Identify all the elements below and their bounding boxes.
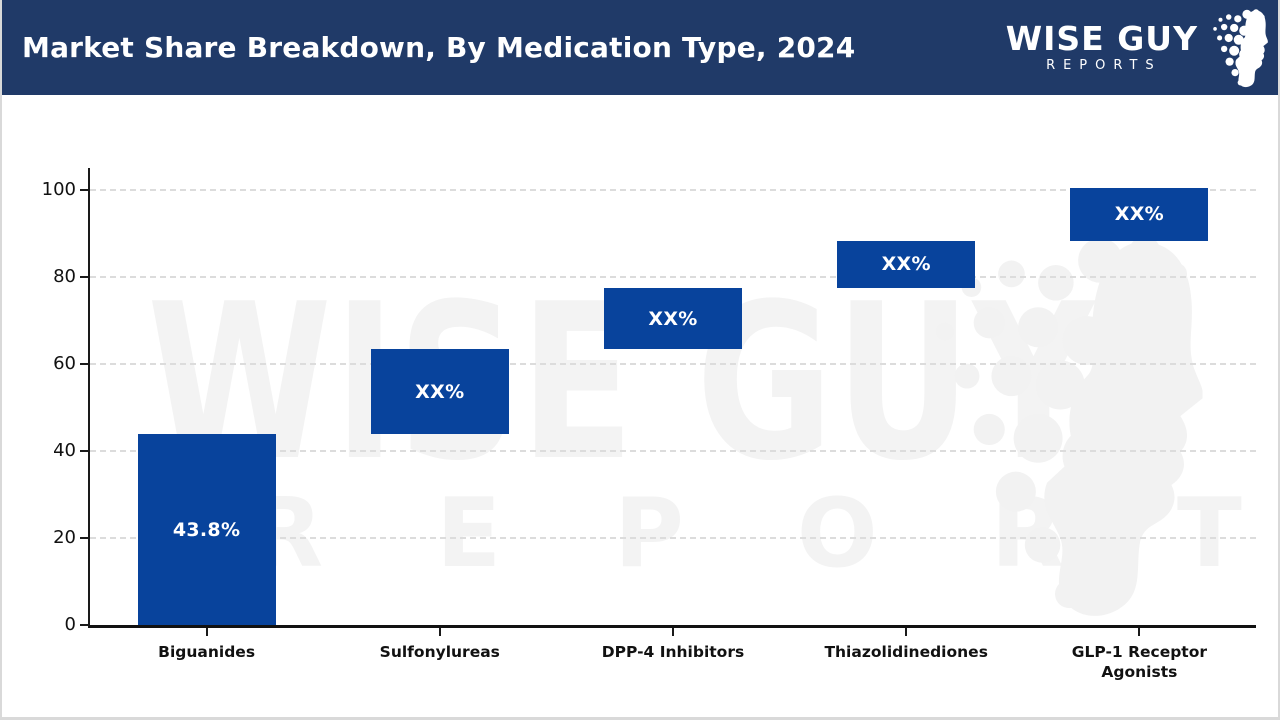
plot-area: 0 20 40 60 80 100 43.8% XX% XX% XX% XX% Biguanides S… bbox=[42, 168, 1256, 681]
bar-dpp-4-inhibitors: XX% bbox=[604, 287, 742, 350]
x-axis-tick bbox=[1138, 628, 1141, 636]
bar-thiazolidinediones: XX% bbox=[837, 240, 976, 288]
bar-value-label: XX% bbox=[881, 253, 931, 276]
gridline-y60 bbox=[90, 363, 1256, 365]
bar-biguanides: 43.8% bbox=[137, 434, 276, 625]
y-axis-tick-label: 80 bbox=[53, 266, 76, 287]
x-axis-category-label: Sulfonylureas bbox=[379, 643, 500, 661]
y-axis-tick bbox=[80, 537, 88, 539]
x-axis-tick bbox=[672, 628, 674, 636]
y-axis-tick-label: 20 bbox=[53, 527, 76, 548]
x-axis-category-label: Thiazolidinediones bbox=[824, 643, 988, 661]
x-axis-category-label: GLP-1 Receptor Agonists bbox=[1071, 643, 1208, 681]
logo-text: WISE GUY REPORTS bbox=[1006, 22, 1198, 73]
y-axis-tick bbox=[80, 189, 88, 191]
logo-wordmark: WISE GUY bbox=[1005, 19, 1198, 58]
y-axis-tick-label: 40 bbox=[53, 440, 76, 461]
gridline-y20 bbox=[90, 537, 1256, 539]
y-axis-tick-label: 0 bbox=[64, 614, 76, 635]
y-axis-tick bbox=[80, 363, 88, 365]
gridline-y40 bbox=[90, 450, 1256, 452]
gridline-y100 bbox=[90, 189, 1256, 191]
x-axis-tick bbox=[205, 628, 208, 636]
bar-value-label: XX% bbox=[1114, 203, 1165, 226]
chart-title: Market Share Breakdown, By Medication Ty… bbox=[22, 31, 856, 64]
x-axis-category-label: DPP-4 Inhibitors bbox=[601, 643, 745, 661]
x-axis-category-label: Biguanides bbox=[158, 643, 256, 661]
x-axis-tick bbox=[905, 628, 908, 636]
bar-value-label: XX% bbox=[648, 307, 698, 330]
y-axis-tick bbox=[80, 624, 88, 626]
bar-value-label: 43.8% bbox=[172, 518, 241, 541]
chart-area: WISE GUY R E P O R T S 02040608010043.8%… bbox=[2, 95, 1278, 717]
bar-value-label: XX% bbox=[415, 380, 465, 403]
y-axis-tick-label: 100 bbox=[41, 179, 76, 200]
header: Market Share Breakdown, By Medication Ty… bbox=[2, 0, 1278, 95]
logo-face-icon bbox=[1204, 7, 1268, 89]
logo-subtext: REPORTS bbox=[1046, 58, 1162, 73]
wise-guy-logo: WISE GUY REPORTS bbox=[1006, 7, 1268, 89]
gridline-y80 bbox=[90, 276, 1256, 278]
bar-glp-1-receptor-agonists: XX% bbox=[1070, 187, 1209, 241]
x-axis-tick bbox=[438, 628, 441, 636]
y-axis-tick-label: 60 bbox=[53, 353, 76, 374]
y-axis-tick bbox=[80, 276, 88, 278]
y-axis-tick bbox=[80, 450, 88, 452]
bar-sulfonylureas: XX% bbox=[370, 349, 509, 435]
